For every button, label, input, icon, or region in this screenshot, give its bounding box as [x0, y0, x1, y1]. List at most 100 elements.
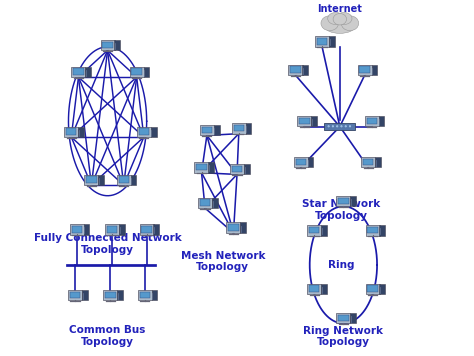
- FancyBboxPatch shape: [154, 224, 159, 235]
- FancyBboxPatch shape: [321, 284, 327, 294]
- FancyBboxPatch shape: [68, 290, 82, 300]
- FancyBboxPatch shape: [209, 162, 214, 173]
- Bar: [73, 68, 84, 75]
- Text: Ring Network
Topology: Ring Network Topology: [303, 326, 383, 347]
- Bar: [367, 286, 378, 292]
- FancyBboxPatch shape: [70, 224, 84, 235]
- Ellipse shape: [336, 12, 352, 25]
- Bar: [366, 118, 377, 124]
- Bar: [290, 66, 301, 73]
- FancyBboxPatch shape: [232, 123, 246, 134]
- Bar: [338, 198, 348, 204]
- FancyBboxPatch shape: [289, 65, 302, 75]
- FancyBboxPatch shape: [82, 290, 88, 300]
- Text: Internet: Internet: [318, 4, 362, 14]
- Bar: [232, 166, 242, 172]
- FancyBboxPatch shape: [105, 224, 119, 235]
- FancyBboxPatch shape: [72, 67, 85, 77]
- Bar: [131, 68, 142, 75]
- Bar: [139, 128, 149, 135]
- FancyBboxPatch shape: [230, 164, 244, 174]
- FancyBboxPatch shape: [100, 40, 115, 50]
- FancyBboxPatch shape: [365, 225, 380, 236]
- FancyBboxPatch shape: [117, 290, 123, 300]
- FancyBboxPatch shape: [307, 225, 321, 236]
- Bar: [200, 199, 210, 206]
- FancyBboxPatch shape: [200, 125, 214, 135]
- Text: Star Network
Topology: Star Network Topology: [302, 199, 381, 221]
- Bar: [139, 292, 150, 298]
- FancyBboxPatch shape: [98, 175, 104, 185]
- FancyBboxPatch shape: [114, 40, 120, 50]
- FancyBboxPatch shape: [84, 175, 99, 185]
- FancyBboxPatch shape: [337, 313, 350, 323]
- FancyBboxPatch shape: [214, 125, 219, 135]
- FancyBboxPatch shape: [294, 157, 308, 167]
- Bar: [296, 158, 306, 165]
- Bar: [196, 164, 207, 171]
- Bar: [338, 315, 348, 321]
- Text: Ring: Ring: [328, 260, 355, 270]
- FancyBboxPatch shape: [227, 222, 240, 233]
- Bar: [359, 66, 370, 73]
- FancyBboxPatch shape: [83, 224, 90, 235]
- Text: Mesh Network
Topology: Mesh Network Topology: [181, 251, 265, 272]
- Bar: [299, 118, 310, 124]
- Bar: [228, 224, 239, 231]
- FancyBboxPatch shape: [138, 290, 152, 300]
- FancyBboxPatch shape: [103, 290, 118, 300]
- Bar: [309, 286, 319, 292]
- FancyBboxPatch shape: [375, 157, 381, 167]
- FancyBboxPatch shape: [365, 116, 379, 126]
- FancyBboxPatch shape: [131, 175, 137, 185]
- Bar: [118, 176, 129, 183]
- FancyBboxPatch shape: [137, 126, 151, 137]
- Bar: [234, 125, 244, 131]
- FancyBboxPatch shape: [194, 162, 209, 173]
- FancyBboxPatch shape: [350, 313, 356, 323]
- Bar: [105, 292, 116, 298]
- FancyBboxPatch shape: [380, 284, 385, 294]
- FancyBboxPatch shape: [117, 175, 131, 185]
- Text: Common Bus
Topology: Common Bus Topology: [69, 325, 146, 347]
- FancyBboxPatch shape: [350, 196, 356, 206]
- FancyBboxPatch shape: [240, 222, 246, 233]
- Circle shape: [328, 126, 329, 127]
- FancyBboxPatch shape: [308, 157, 313, 167]
- Bar: [309, 227, 319, 234]
- Bar: [66, 128, 76, 135]
- FancyBboxPatch shape: [324, 123, 356, 130]
- Ellipse shape: [333, 14, 346, 25]
- FancyBboxPatch shape: [85, 67, 91, 77]
- FancyBboxPatch shape: [78, 126, 84, 137]
- FancyBboxPatch shape: [64, 126, 78, 137]
- Ellipse shape: [328, 12, 344, 25]
- FancyBboxPatch shape: [246, 123, 251, 134]
- Ellipse shape: [341, 16, 359, 31]
- Bar: [86, 176, 97, 183]
- FancyBboxPatch shape: [311, 116, 317, 126]
- Circle shape: [341, 126, 342, 127]
- FancyBboxPatch shape: [337, 196, 350, 206]
- Bar: [201, 127, 212, 133]
- FancyBboxPatch shape: [307, 284, 321, 294]
- Bar: [317, 38, 328, 44]
- FancyBboxPatch shape: [302, 65, 308, 75]
- FancyBboxPatch shape: [321, 225, 327, 236]
- Bar: [107, 226, 118, 232]
- Ellipse shape: [321, 16, 338, 31]
- FancyBboxPatch shape: [152, 290, 157, 300]
- FancyBboxPatch shape: [357, 65, 372, 75]
- FancyBboxPatch shape: [315, 36, 329, 47]
- Bar: [141, 226, 152, 232]
- FancyBboxPatch shape: [329, 36, 335, 47]
- FancyBboxPatch shape: [151, 126, 156, 137]
- FancyBboxPatch shape: [119, 224, 125, 235]
- Bar: [363, 158, 374, 165]
- FancyBboxPatch shape: [139, 224, 154, 235]
- FancyBboxPatch shape: [380, 225, 385, 236]
- FancyBboxPatch shape: [297, 116, 311, 126]
- FancyBboxPatch shape: [244, 164, 250, 174]
- FancyBboxPatch shape: [379, 116, 384, 126]
- FancyBboxPatch shape: [144, 67, 149, 77]
